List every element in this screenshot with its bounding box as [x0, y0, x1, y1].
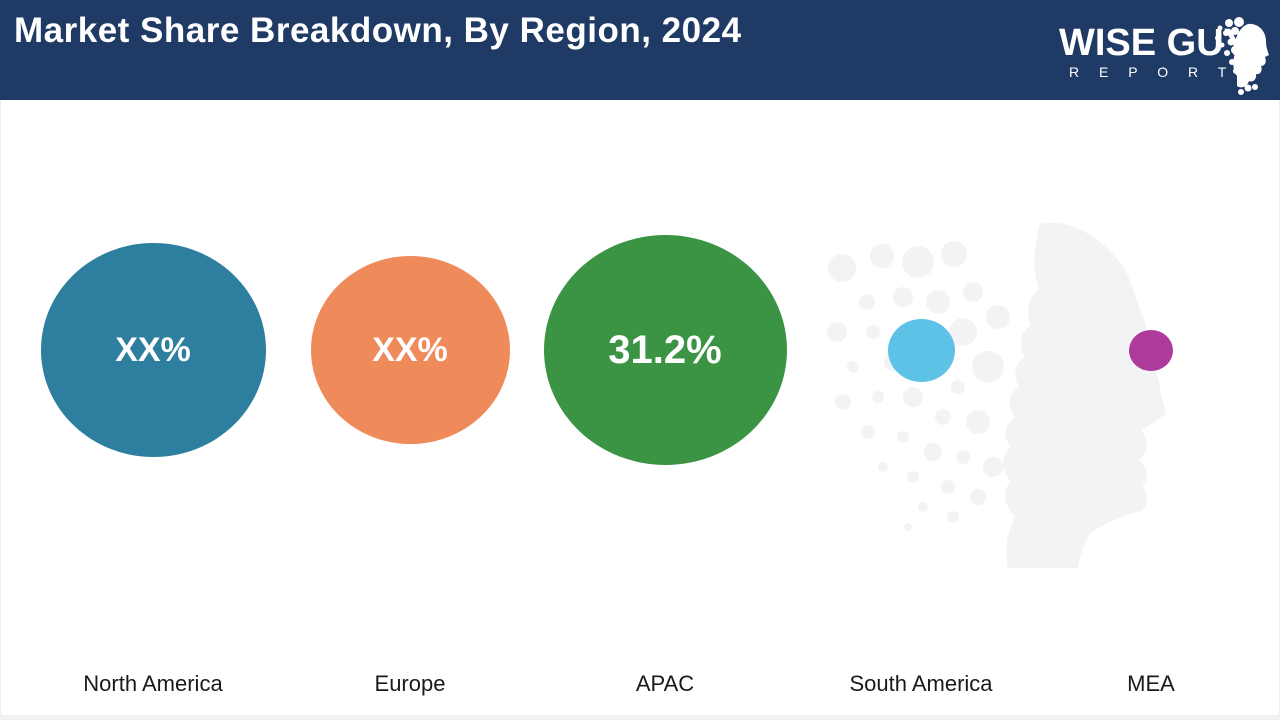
logo-wordmark: WISE GUY: [1059, 22, 1250, 64]
watermark-head-icon: [827, 222, 1166, 568]
bubble-value-label: XX%: [115, 330, 191, 369]
category-label-apac: APAC: [635, 671, 695, 696]
logo-reports-text: R E P O R T S: [1069, 64, 1264, 80]
category-label-north-america: North America: [83, 671, 223, 696]
logo-head-icon: [1215, 17, 1269, 95]
brand-logo: WISE GUY R E P O R T S: [1031, 14, 1269, 95]
category-label-south-america: South America: [849, 671, 993, 696]
bubble-europe: XX%: [310, 256, 510, 444]
bubble-apac: 31.2%: [543, 235, 787, 465]
page-title: Market Share Breakdown, By Region, 2024: [14, 11, 742, 50]
category-label-mea: MEA: [1127, 671, 1175, 696]
bubble-south-america: [887, 318, 955, 382]
bubble-mea: [1129, 329, 1173, 371]
bubble-value-label: XX%: [372, 330, 448, 369]
header: Market Share Breakdown, By Region, 2024 …: [0, 0, 1280, 100]
bubble-north-america: XX%: [40, 243, 266, 457]
bottom-edge-strip: [0, 715, 1280, 720]
bubble-value-label: 31.2%: [608, 327, 722, 372]
category-label-europe: Europe: [374, 671, 446, 696]
